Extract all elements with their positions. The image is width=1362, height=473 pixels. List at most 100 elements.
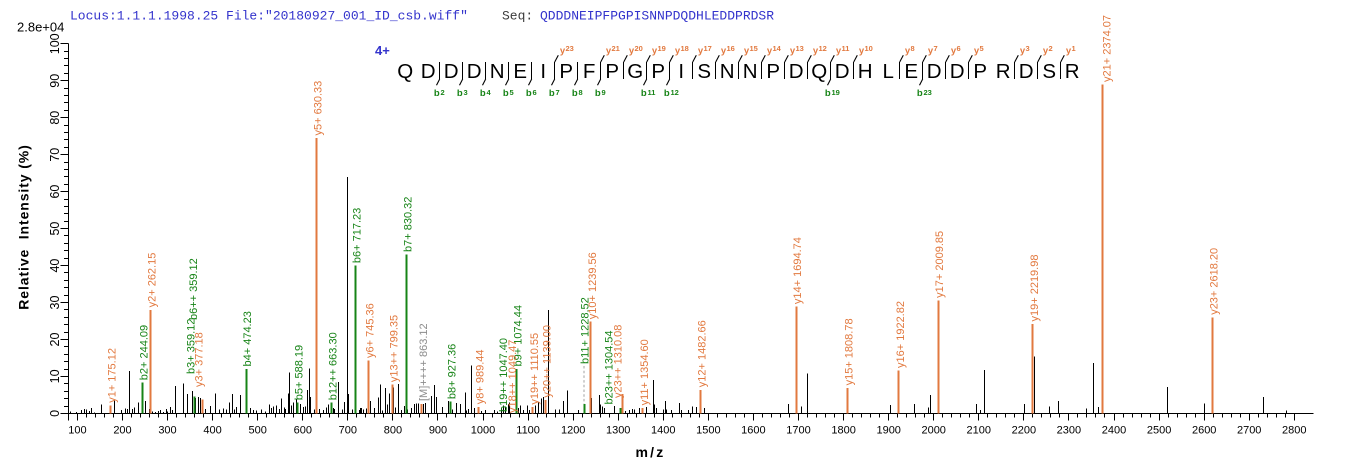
svg-text:b: b [549, 88, 555, 99]
svg-text:11: 11 [842, 44, 850, 53]
svg-text:y14+ 1694.74: y14+ 1694.74 [792, 237, 804, 304]
svg-text:800: 800 [384, 425, 402, 437]
svg-text:y16+ 1922.82: y16+ 1922.82 [895, 301, 907, 368]
svg-text:12: 12 [671, 88, 679, 97]
svg-text:D: D [1019, 60, 1034, 83]
svg-text:R: R [1065, 60, 1080, 83]
svg-text:80: 80 [48, 111, 62, 125]
svg-text:90: 90 [48, 74, 62, 88]
svg-text:I: I [540, 60, 546, 83]
svg-text:y10+ 1239.56: y10+ 1239.56 [587, 252, 599, 319]
svg-text:9: 9 [602, 88, 606, 97]
svg-text:y23++ 1310.08: y23++ 1310.08 [613, 325, 625, 398]
svg-text:19: 19 [832, 88, 840, 97]
svg-text:2400: 2400 [1102, 425, 1126, 437]
svg-text:y6+ 745.36: y6+ 745.36 [364, 303, 376, 358]
svg-text:900: 900 [429, 425, 447, 437]
svg-text:2700: 2700 [1237, 425, 1261, 437]
svg-text:Locus:1.1.1.1998.25 File:"2018: Locus:1.1.1.1998.25 File:"20180927_001_I… [70, 9, 468, 24]
svg-text:b: b [595, 88, 601, 99]
svg-text:Seq:: Seq: [502, 9, 533, 24]
svg-text:D: D [835, 60, 850, 83]
svg-text:b8+ 927.36: b8+ 927.36 [446, 344, 458, 399]
svg-text:b: b [641, 88, 647, 99]
svg-text:b: b [503, 88, 509, 99]
svg-text:5: 5 [980, 44, 984, 53]
svg-text:D: D [421, 60, 436, 83]
svg-text:y: y [675, 46, 681, 57]
svg-text:y: y [606, 46, 612, 57]
svg-text:y: y [629, 46, 635, 57]
svg-text:2500: 2500 [1147, 425, 1171, 437]
svg-text:y: y [905, 46, 911, 57]
svg-text:14: 14 [773, 44, 782, 53]
svg-text:y: y [951, 46, 957, 57]
svg-text:b: b [480, 88, 486, 99]
svg-text:16: 16 [727, 44, 735, 53]
svg-text:1800: 1800 [831, 425, 855, 437]
svg-text:500: 500 [249, 425, 267, 437]
svg-text:b23++ 1304.54: b23++ 1304.54 [604, 330, 616, 404]
svg-text:y3+ 377.18: y3+ 377.18 [194, 332, 206, 387]
svg-text:17: 17 [704, 44, 712, 53]
svg-text:6: 6 [957, 44, 961, 53]
svg-text:y: y [652, 46, 658, 57]
svg-text:100: 100 [48, 33, 62, 54]
svg-text:b: b [917, 88, 923, 99]
svg-text:1600: 1600 [741, 425, 765, 437]
svg-text:y: y [767, 46, 773, 57]
svg-text:11: 11 [648, 88, 656, 97]
svg-text:y: y [1066, 46, 1072, 57]
svg-text:y: y [859, 46, 865, 57]
svg-text:y19+ 2219.98: y19+ 2219.98 [1029, 255, 1041, 322]
svg-text:1500: 1500 [696, 425, 720, 437]
svg-text:b: b [526, 88, 532, 99]
svg-text:y17+ 2009.85: y17+ 2009.85 [934, 231, 946, 298]
svg-text:Q: Q [397, 60, 413, 83]
svg-text:S: S [1042, 60, 1056, 83]
svg-text:b: b [572, 88, 578, 99]
svg-text:y18++ 1049.47: y18++ 1049.47 [507, 340, 519, 413]
svg-text:D: D [444, 60, 459, 83]
svg-text:b: b [457, 88, 463, 99]
svg-text:m/z: m/z [636, 444, 666, 460]
svg-text:D: D [789, 60, 804, 83]
svg-text:D: D [950, 60, 965, 83]
svg-text:1400: 1400 [651, 425, 675, 437]
svg-text:2200: 2200 [1012, 425, 1036, 437]
svg-text:60: 60 [48, 185, 62, 199]
svg-text:b: b [664, 88, 670, 99]
svg-text:20: 20 [48, 333, 62, 347]
svg-text:b6++ 359.12: b6++ 359.12 [188, 258, 200, 320]
svg-text:100: 100 [68, 425, 86, 437]
svg-text:b19++ 1047.40: b19++ 1047.40 [498, 338, 510, 412]
svg-text:b: b [825, 88, 831, 99]
svg-text:10: 10 [865, 44, 873, 53]
svg-text:P: P [766, 60, 780, 83]
svg-text:P: P [605, 60, 619, 83]
svg-text:b5+ 588.19: b5+ 588.19 [294, 345, 306, 400]
svg-text:y19++ 1110.55: y19++ 1110.55 [529, 333, 541, 405]
svg-text:1300: 1300 [606, 425, 630, 437]
svg-text:10: 10 [48, 369, 62, 383]
svg-text:b4+ 474.23: b4+ 474.23 [242, 311, 254, 366]
svg-text:b6+ 717.23: b6+ 717.23 [352, 208, 364, 263]
svg-text:y20++ 1139.00: y20++ 1139.00 [542, 325, 554, 398]
svg-text:400: 400 [203, 425, 221, 437]
svg-text:y8+ 989.44: y8+ 989.44 [474, 349, 486, 404]
svg-text:3: 3 [464, 88, 468, 97]
svg-text:y: y [813, 46, 819, 57]
svg-text:5: 5 [510, 88, 514, 97]
svg-text:23: 23 [566, 44, 574, 53]
svg-text:y1+ 175.12: y1+ 175.12 [107, 348, 119, 403]
svg-text:50: 50 [48, 222, 62, 236]
svg-text:12: 12 [819, 44, 827, 53]
svg-text:D: D [927, 60, 942, 83]
svg-text:4: 4 [487, 88, 492, 97]
svg-text:y13++ 799.35: y13++ 799.35 [389, 315, 401, 382]
svg-text:b2+ 244.09: b2+ 244.09 [138, 325, 150, 380]
svg-text:7: 7 [934, 44, 938, 53]
svg-text:y: y [974, 46, 980, 57]
svg-text:2300: 2300 [1057, 425, 1081, 437]
svg-text:1900: 1900 [876, 425, 900, 437]
